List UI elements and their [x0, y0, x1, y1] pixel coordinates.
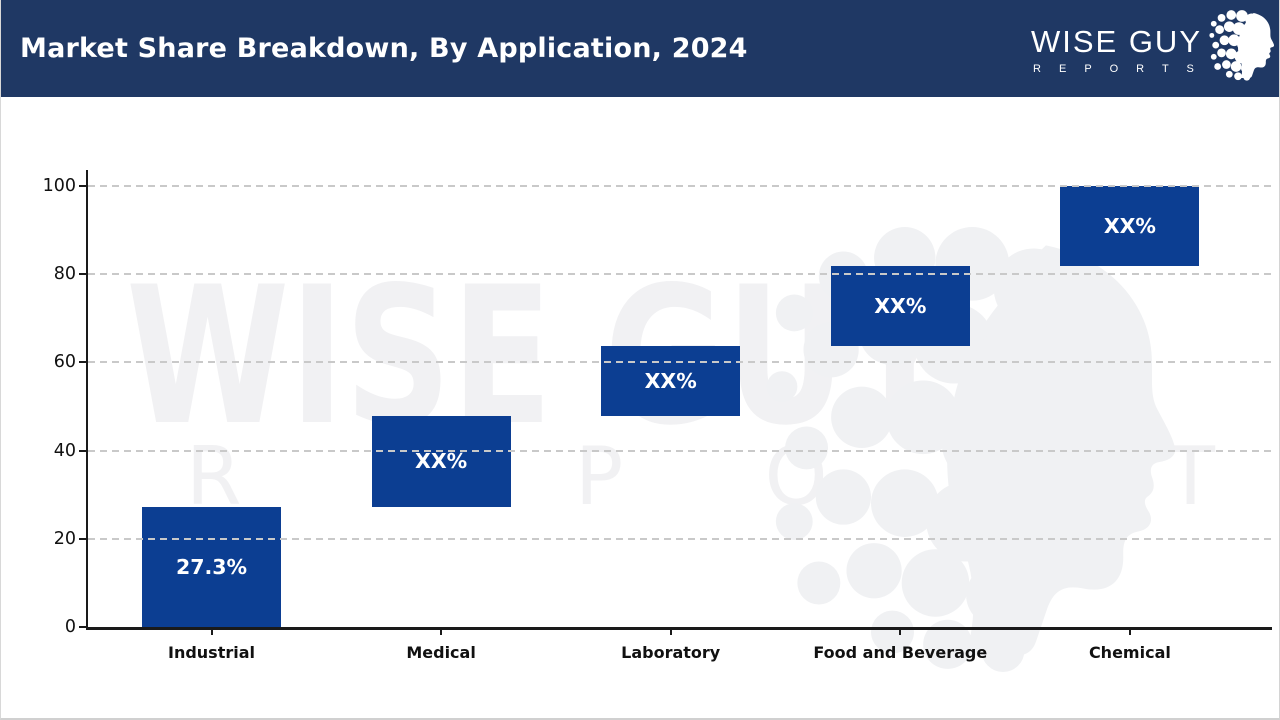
- y-tick-60: [79, 361, 88, 364]
- bar-laboratory: [601, 346, 741, 416]
- y-tick-label-100: 100: [42, 176, 76, 196]
- bar-value-label-food-and-beverage: XX%: [874, 293, 927, 318]
- gridline-80: [88, 273, 1272, 276]
- x-tick-laboratory: [669, 627, 672, 635]
- x-tick-label-food-and-beverage: Food and Beverage: [813, 643, 988, 662]
- x-tick-label-medical: Medical: [406, 643, 476, 662]
- y-tick-label-0: 0: [64, 617, 76, 637]
- y-tick-label-40: 40: [53, 440, 76, 461]
- x-tick-medical: [440, 627, 443, 635]
- page-title: Market Share Breakdown, By Application, …: [20, 33, 748, 64]
- x-tick-label-laboratory: Laboratory: [621, 643, 721, 662]
- y-tick-80: [79, 273, 88, 276]
- bar-value-label-laboratory: XX%: [644, 368, 697, 393]
- bar-medical: [371, 415, 511, 507]
- x-tick-industrial: [210, 627, 213, 635]
- waterfall-chart: WISE GUY R E P O R T S 27.3%XX%XX%XX%XX%…: [0, 97, 1280, 720]
- x-tick-label-chemical: Chemical: [1088, 643, 1171, 662]
- y-tick-0: [79, 626, 88, 628]
- bar-value-label-medical: XX%: [415, 449, 468, 474]
- bar-industrial: [142, 506, 281, 627]
- y-tick-20: [79, 537, 88, 540]
- gridline-60: [88, 361, 1272, 364]
- title-bar: Market Share Breakdown, By Application, …: [0, 0, 1280, 97]
- y-tick-label-80: 80: [53, 264, 76, 285]
- y-tick-label-20: 20: [53, 528, 76, 549]
- x-axis-line: [86, 627, 1272, 630]
- wiseguy-logo: WISE GUY R E P O R T S: [1031, 6, 1274, 92]
- gridline-100: [88, 185, 1272, 187]
- logo-wordmark: WISE GUY R E P O R T S: [1031, 24, 1202, 75]
- x-tick-label-industrial: Industrial: [167, 643, 255, 662]
- y-tick-100: [79, 185, 88, 187]
- logo-wordmark-line2: R E P O R T S: [1032, 62, 1202, 75]
- dotted-face-profile-icon: [1209, 10, 1274, 81]
- y-tick-40: [79, 449, 88, 452]
- y-axis-line: [86, 170, 88, 630]
- logo-wordmark-line1: WISE GUY: [1030, 23, 1202, 59]
- bar-value-label-chemical: XX%: [1103, 213, 1156, 238]
- bar-value-label-industrial: 27.3%: [175, 554, 248, 579]
- gridline-20: [88, 537, 1272, 540]
- y-tick-label-60: 60: [53, 352, 76, 373]
- watermark-text: WISE GUY: [126, 246, 954, 467]
- gridline-40: [88, 449, 1272, 452]
